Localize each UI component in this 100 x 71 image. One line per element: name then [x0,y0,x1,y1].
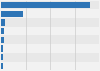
Bar [1,63,3,69]
Bar [1,19,5,26]
Bar [1,36,99,44]
Bar [1,62,99,70]
Bar [1,1,99,9]
Bar [1,27,99,36]
Bar [1,2,90,8]
Bar [1,45,3,52]
Bar [1,54,3,60]
Bar [1,9,99,18]
Bar [1,28,4,34]
Bar [1,53,99,62]
Bar [1,44,99,53]
Bar [1,18,99,27]
Bar [1,11,23,17]
Bar [1,37,4,43]
